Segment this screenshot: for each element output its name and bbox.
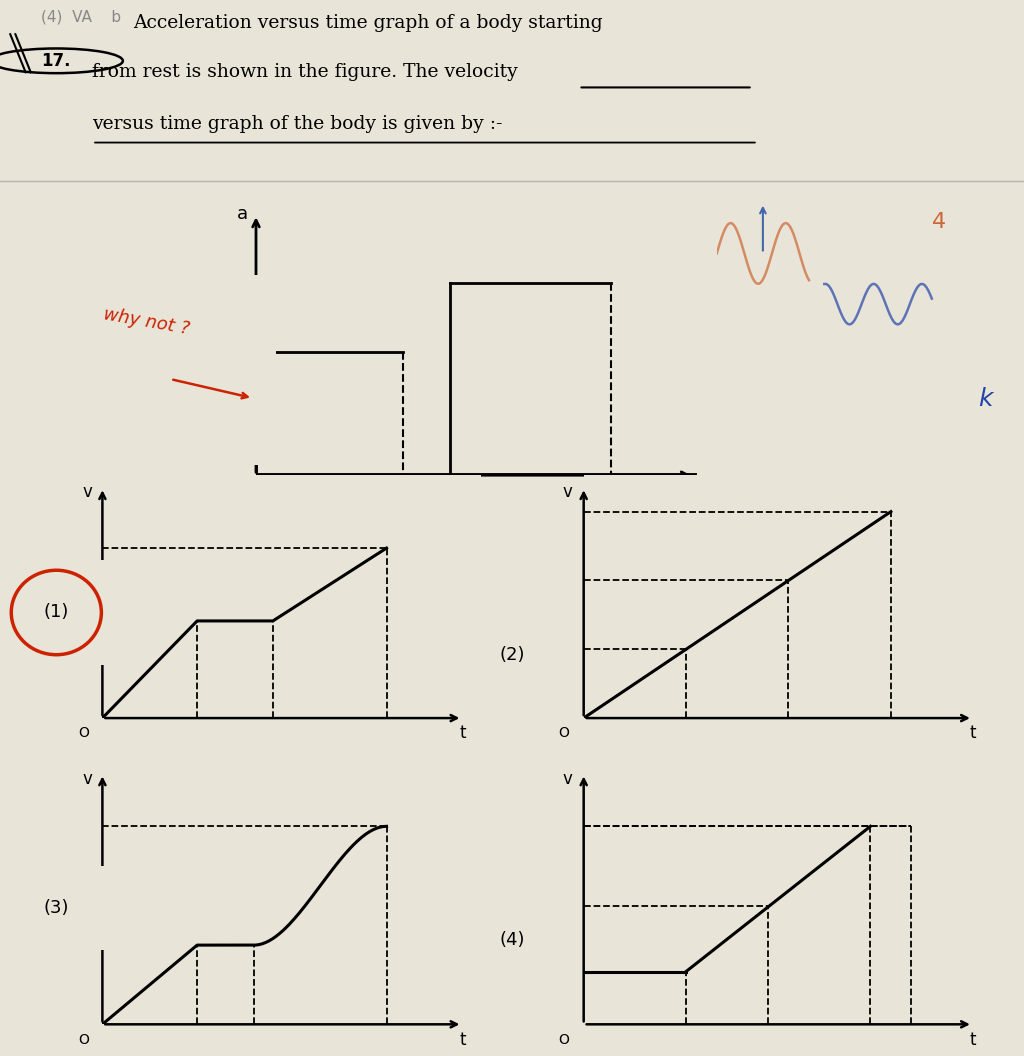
Text: (2): (2) xyxy=(500,645,524,664)
Text: O: O xyxy=(558,725,568,739)
Text: O: O xyxy=(78,725,89,739)
Text: a: a xyxy=(237,205,248,224)
Text: Acceleration versus time graph of a body starting: Acceleration versus time graph of a body… xyxy=(133,14,603,32)
Text: (4): (4) xyxy=(500,930,524,949)
Text: (3): (3) xyxy=(44,899,69,918)
Text: v: v xyxy=(82,484,92,502)
Text: O: O xyxy=(227,482,239,496)
Text: O: O xyxy=(78,1033,89,1048)
Text: v: v xyxy=(82,770,92,788)
Text: why not ?: why not ? xyxy=(102,305,191,339)
Text: v: v xyxy=(562,484,572,502)
Text: (4)  VA    b: (4) VA b xyxy=(41,10,121,24)
Text: O: O xyxy=(558,1033,568,1048)
Text: v: v xyxy=(562,770,572,788)
Text: 4: 4 xyxy=(932,212,946,232)
Text: versus time graph of the body is given by :-: versus time graph of the body is given b… xyxy=(92,114,503,133)
Text: t: t xyxy=(970,723,976,741)
Text: t: t xyxy=(690,479,697,498)
Text: t: t xyxy=(459,1031,466,1050)
Text: (1): (1) xyxy=(44,603,69,622)
Text: from rest is shown in the figure. The velocity: from rest is shown in the figure. The ve… xyxy=(92,63,518,81)
Text: t: t xyxy=(970,1031,976,1050)
Text: t: t xyxy=(459,723,466,741)
Text: k: k xyxy=(978,386,992,411)
Text: 17.: 17. xyxy=(42,52,71,70)
